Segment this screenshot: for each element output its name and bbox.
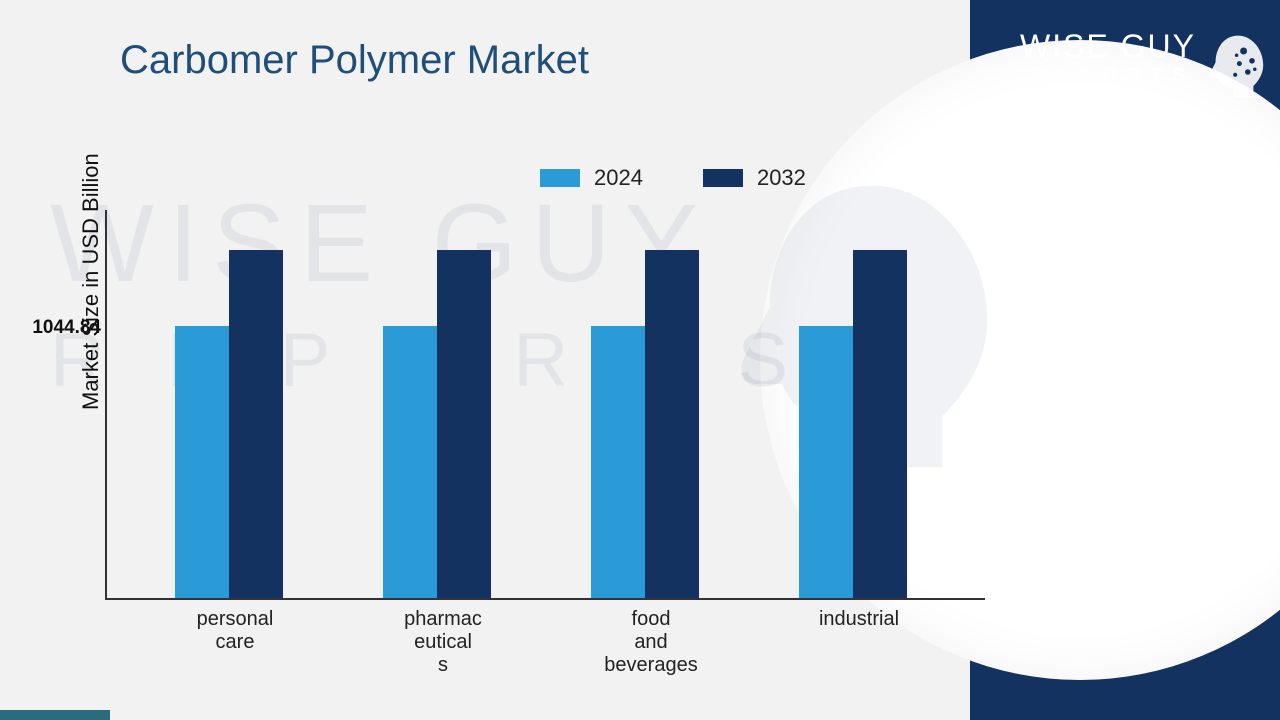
bottom-accent-bar [0,710,110,720]
legend: 2024 2032 [540,165,806,191]
plot-area: 1044.84 personal carepharmac eutical sfo… [105,210,985,600]
bar-2024 [175,326,229,598]
x-label: food and beverages [566,608,736,677]
legend-item-2024: 2024 [540,165,643,191]
bar-group [383,250,503,598]
bar-group [799,250,919,598]
legend-item-2032: 2032 [703,165,806,191]
page: WISE GUY REPORTS WISE GUY REPORTS Carbom… [0,0,1280,720]
bar-2032 [645,250,699,598]
legend-label-2032: 2032 [757,165,806,191]
x-label: pharmac eutical s [358,608,528,677]
bar-2032 [853,250,907,598]
legend-swatch-2032 [703,169,743,187]
x-axis [105,598,985,600]
legend-label-2024: 2024 [594,165,643,191]
x-label: personal care [150,608,320,654]
brand-logo: WISE GUY REPORTS [1020,30,1266,84]
logo-line1: WISE GUY [1020,30,1196,62]
bar-group [175,250,295,598]
page-title: Carbomer Polymer Market [120,38,589,83]
legend-swatch-2024 [540,169,580,187]
y-axis [105,210,107,600]
head-icon [1196,30,1266,100]
x-label: industrial [774,608,944,631]
y-axis-label: Market Size in USD Billion [78,153,104,410]
bar-2024 [383,326,437,598]
bar-2032 [229,250,283,598]
bar-2024 [591,326,645,598]
logo-line2: REPORTS [1020,66,1196,84]
bar-2024 [799,326,853,598]
bar-group [591,250,711,598]
bar-2032 [437,250,491,598]
